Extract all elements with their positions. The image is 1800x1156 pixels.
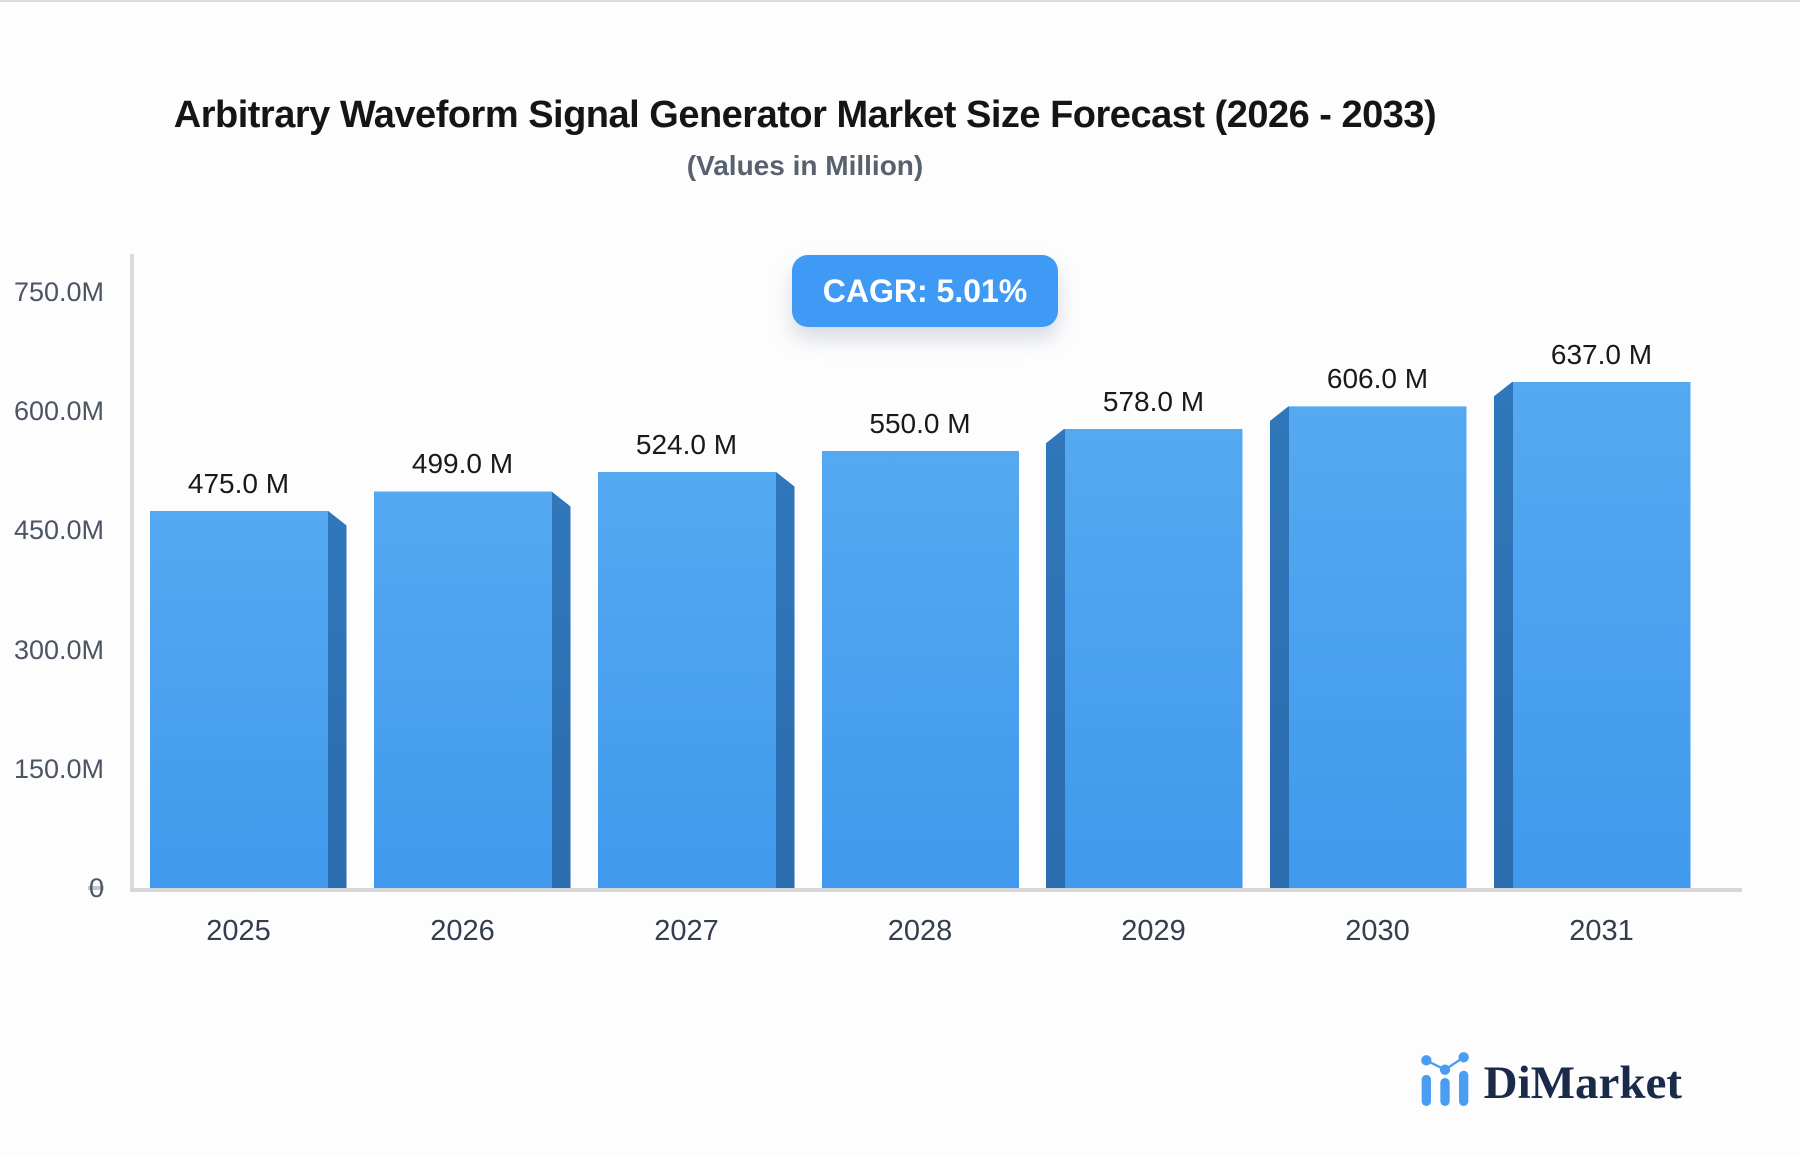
x-axis-label: 2028: [887, 915, 953, 947]
bar-2026[interactable]: [373, 491, 571, 888]
bar-2031[interactable]: [1493, 381, 1691, 888]
x-axis-label: 2029: [1121, 915, 1186, 947]
y-axis-label: 150.0M: [13, 753, 104, 784]
bar-3d-side: [1045, 428, 1065, 888]
bar-2027[interactable]: [597, 471, 795, 888]
chart-subtitle: (Values in Million): [686, 150, 924, 181]
x-axis-label: 2026: [430, 915, 495, 947]
bar-value-label: 578.0 M: [1102, 385, 1205, 417]
bar-3d-side: [1269, 406, 1289, 888]
x-axis-label: 2031: [1569, 915, 1634, 947]
x-axis-baseline: [130, 888, 1742, 892]
brand-logo-text: DiMarket: [1483, 1057, 1682, 1110]
x-axis-label: 2027: [654, 915, 719, 947]
bar-3d-side: [1493, 381, 1513, 888]
cagr-badge-label: CAGR: 5.01%: [822, 272, 1028, 309]
bar-value-label: 499.0 M: [411, 448, 514, 480]
bar-3d-side: [551, 491, 571, 888]
bar-value-label: 475.0 M: [187, 467, 290, 499]
bar-3d-side: [327, 510, 347, 888]
bar-value-label: 637.0 M: [1550, 338, 1653, 370]
bar-value-label: 550.0 M: [869, 407, 971, 439]
bar-line-chart-icon: [1420, 1052, 1469, 1106]
y-axis-label: 300.0M: [13, 634, 104, 665]
bar-3d-side: [775, 471, 795, 888]
bar-value-label: 606.0 M: [1326, 363, 1429, 395]
bar-2025[interactable]: [149, 510, 347, 888]
bar-2028[interactable]: [821, 450, 1019, 888]
bar-value-label: 524.0 M: [635, 428, 738, 460]
y-axis-label: 450.0M: [13, 515, 104, 546]
y-axis-label: 600.0M: [13, 396, 104, 427]
zero-tick-mark: [88, 886, 104, 890]
bar-2029[interactable]: [1045, 428, 1243, 888]
x-axis-label: 2025: [206, 915, 271, 947]
page-title: Arbitrary Waveform Signal Generator Mark…: [173, 94, 1437, 136]
bar-2030[interactable]: [1269, 406, 1467, 888]
brand-logo[interactable]: DiMarket: [1419, 1050, 1682, 1110]
y-axis-line: [130, 254, 134, 888]
cagr-badge: CAGR: 5.01%: [792, 255, 1058, 327]
y-axis-label: 750.0M: [13, 277, 104, 307]
x-axis-label: 2030: [1345, 915, 1410, 947]
y-axis-label: 0: [88, 873, 104, 903]
